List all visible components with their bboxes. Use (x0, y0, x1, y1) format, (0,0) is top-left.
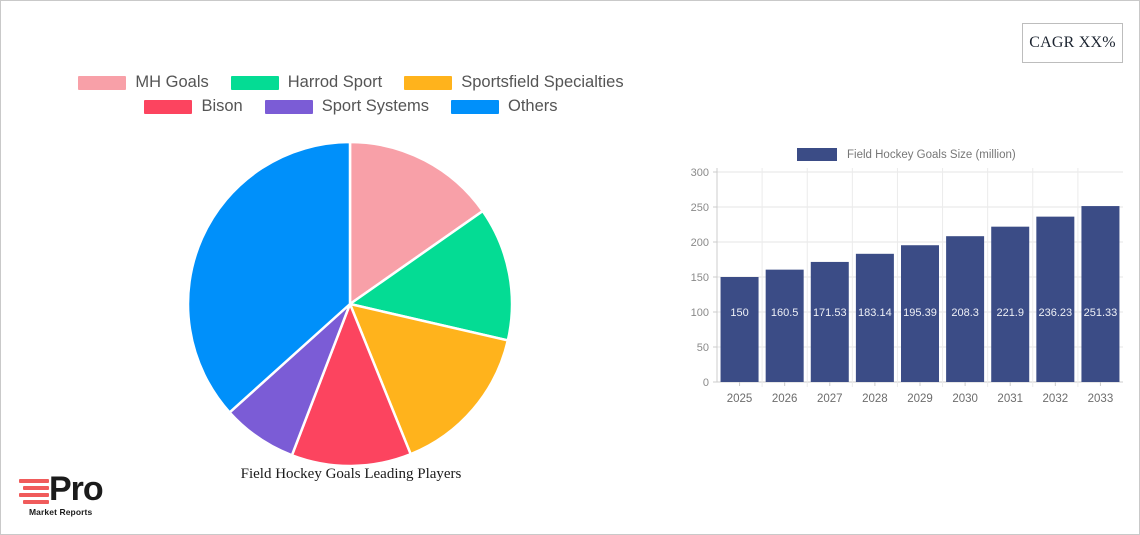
legend-swatch-icon (230, 75, 279, 90)
pie-slice[interactable] (346, 209, 512, 342)
bar[interactable] (855, 253, 894, 382)
legend-label: Sportsfield Specialties (461, 73, 624, 91)
pie-legend: MH Goals Harrod Sport Sportsfield Specia… (21, 73, 681, 121)
pie-slice[interactable] (347, 302, 510, 456)
logo-accent-bar-icon (23, 486, 49, 490)
legend-swatch-icon (264, 99, 313, 114)
legend-label: Sport Systems (321, 97, 430, 115)
bar[interactable] (1036, 216, 1075, 382)
x-axis-label: 2026 (772, 393, 798, 405)
legend-label: Field Hockey Goals Size (million) (847, 148, 1016, 161)
x-axis-label: 2029 (907, 393, 933, 405)
legend-swatch-icon (451, 99, 500, 114)
bar[interactable] (901, 245, 939, 382)
bar-value-label: 221.9 (996, 307, 1024, 319)
logo-accent-bar-icon (19, 479, 49, 483)
legend-item-sport-systems[interactable]: Sport Systems (264, 97, 430, 116)
bar-chart: Field Hockey Goals Size (million) 0 50 100… (677, 144, 1125, 409)
y-axis-label: 50 (697, 342, 709, 354)
legend-swatch-icon (78, 75, 127, 90)
bar[interactable] (946, 236, 985, 382)
legend-item-bison[interactable]: Bison (144, 97, 243, 116)
logo-accent-bar-icon (23, 500, 49, 504)
bar[interactable] (810, 261, 849, 382)
legend-label: Bison (201, 97, 243, 115)
pie-chart (188, 142, 512, 466)
bar-value-label: 160.5 (771, 307, 799, 319)
bar-value-label: 183.14 (858, 307, 892, 319)
pie-chart-title: Field Hockey Goals Leading Players (240, 466, 462, 482)
y-axis-label: 250 (691, 202, 709, 214)
legend-label: Harrod Sport (287, 73, 383, 91)
legend-swatch-icon (404, 75, 453, 90)
pie-slice[interactable] (188, 142, 352, 415)
x-axis-label: 2028 (862, 393, 888, 405)
legend-label: Others (508, 97, 558, 115)
pie-legend-row-1: MH Goals Harrod Sport Sportsfield Specia… (21, 73, 681, 92)
bar-value-label: 150 (730, 307, 748, 319)
y-axis-label: 0 (703, 377, 709, 389)
bar-value-label: 208.3 (951, 307, 979, 319)
x-axis-label: 2031 (997, 393, 1023, 405)
bar[interactable] (1081, 206, 1120, 382)
pie-legend-row-2: Bison Sport Systems Others (21, 97, 681, 116)
bar-chart-legend[interactable]: Field Hockey Goals Size (million) (797, 148, 1016, 161)
legend-item-sportsfield-specialties[interactable]: Sportsfield Specialties (404, 73, 624, 92)
bar[interactable] (720, 277, 759, 382)
pie-slice[interactable] (348, 142, 485, 307)
legend-swatch-icon (144, 99, 193, 114)
bar-value-label: 195.39 (903, 307, 937, 319)
logo-tagline: Market Reports (29, 507, 93, 517)
x-axis-label: 2030 (952, 393, 978, 405)
legend-label: MH Goals (135, 73, 209, 91)
y-axis-label: 200 (691, 237, 709, 249)
bar-value-label: 251.33 (1084, 307, 1118, 319)
x-axis-label: 2025 (727, 393, 753, 405)
bar-value-label: 236.23 (1039, 307, 1073, 319)
bar-chart-svg: 0 50 100 150 200 250 300 150 2025 160.5 2026 171.53… (691, 167, 1123, 405)
y-axis-label: 300 (691, 167, 709, 179)
bar[interactable] (765, 269, 804, 382)
y-axis-label: 100 (691, 307, 709, 319)
cagr-badge: CAGR XX% (1022, 23, 1123, 63)
pie-slice[interactable] (290, 300, 413, 466)
legend-swatch-icon (797, 148, 837, 161)
logo: Pro Market Reports (17, 470, 113, 523)
bar[interactable] (991, 226, 1030, 382)
legend-item-others[interactable]: Others (451, 97, 558, 116)
legend-item-harrod-sport[interactable]: Harrod Sport (230, 73, 383, 92)
x-axis-label: 2033 (1088, 393, 1114, 405)
x-axis-label: 2027 (817, 393, 843, 405)
legend-item-mh-goals[interactable]: MH Goals (78, 73, 209, 92)
bar-value-label: 171.53 (813, 307, 847, 319)
pie-chart-svg (188, 142, 512, 466)
y-axis-label: 150 (691, 272, 709, 284)
logo-accent-bar-icon (19, 493, 49, 497)
logo-wordmark: Pro (49, 470, 104, 508)
cagr-label: CAGR XX% (1029, 34, 1116, 51)
x-axis-label: 2032 (1043, 393, 1069, 405)
